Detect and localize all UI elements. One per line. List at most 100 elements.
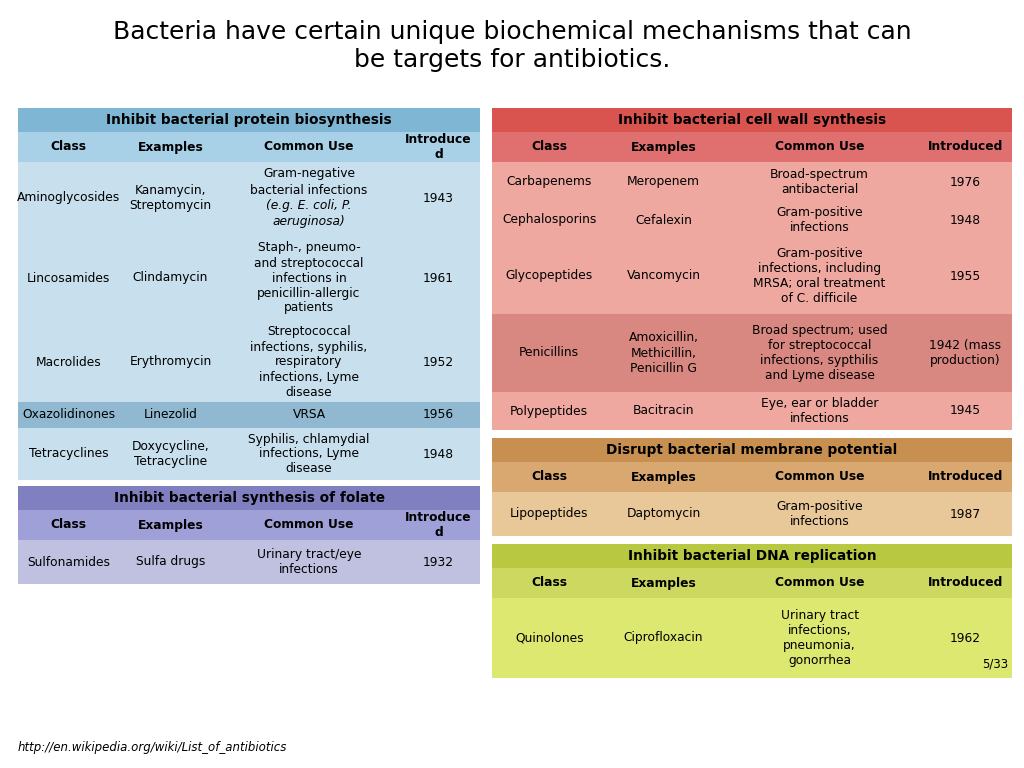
Text: Urinary tract
infections,
pneumonia,
gonorrhea: Urinary tract infections, pneumonia, gon… <box>780 609 859 667</box>
Text: bacterial infections: bacterial infections <box>251 184 368 197</box>
Text: Common Use: Common Use <box>775 471 864 484</box>
Bar <box>492 598 1012 678</box>
Bar <box>18 108 480 132</box>
Bar <box>492 438 1012 462</box>
Text: 1945: 1945 <box>949 405 981 418</box>
Text: Quinolones: Quinolones <box>515 631 584 644</box>
Text: Introduced: Introduced <box>928 577 1002 590</box>
Text: Inhibit bacterial DNA replication: Inhibit bacterial DNA replication <box>628 549 877 563</box>
Bar <box>18 540 480 584</box>
Text: Gram-negative: Gram-negative <box>263 167 355 180</box>
Bar <box>492 162 1012 202</box>
Text: Class: Class <box>51 141 87 154</box>
Text: Vancomycin: Vancomycin <box>627 270 700 283</box>
Bar <box>18 162 480 234</box>
Text: Syphilis, chlamydial
infections, Lyme
disease: Syphilis, chlamydial infections, Lyme di… <box>249 432 370 475</box>
Text: Bacitracin: Bacitracin <box>633 405 694 418</box>
Text: Eye, ear or bladder
infections: Eye, ear or bladder infections <box>761 397 879 425</box>
Text: Disrupt bacterial membrane potential: Disrupt bacterial membrane potential <box>606 443 898 457</box>
Text: Macrolides: Macrolides <box>36 356 101 369</box>
Text: Lincosamides: Lincosamides <box>27 272 111 284</box>
Text: VRSA: VRSA <box>293 409 326 422</box>
Bar <box>492 462 1012 492</box>
Text: Cephalosporins: Cephalosporins <box>502 214 596 227</box>
Text: Meropenem: Meropenem <box>627 176 700 188</box>
Text: Sulfa drugs: Sulfa drugs <box>136 555 205 568</box>
Text: Streptococcal
infections, syphilis,
respiratory
infections, Lyme
disease: Streptococcal infections, syphilis, resp… <box>251 326 368 399</box>
Text: Inhibit bacterial synthesis of folate: Inhibit bacterial synthesis of folate <box>114 491 384 505</box>
Text: 1976: 1976 <box>949 176 981 188</box>
Text: Broad spectrum; used
for streptococcal
infections, sypthilis
and Lyme disease: Broad spectrum; used for streptococcal i… <box>752 324 888 382</box>
Bar <box>492 568 1012 598</box>
Text: Class: Class <box>531 141 567 154</box>
Text: Glycopeptides: Glycopeptides <box>506 270 593 283</box>
Text: Bacteria have certain unique biochemical mechanisms that can
be targets for anti: Bacteria have certain unique biochemical… <box>113 20 911 71</box>
Text: Inhibit bacterial protein biosynthesis: Inhibit bacterial protein biosynthesis <box>106 113 392 127</box>
Text: Inhibit bacterial cell wall synthesis: Inhibit bacterial cell wall synthesis <box>617 113 886 127</box>
Text: 1952: 1952 <box>423 356 454 369</box>
Bar <box>18 428 480 480</box>
Text: Ciprofloxacin: Ciprofloxacin <box>624 631 703 644</box>
Text: 1961: 1961 <box>423 272 454 284</box>
Text: Kanamycin,
Streptomycin: Kanamycin, Streptomycin <box>129 184 212 212</box>
Bar <box>18 510 480 540</box>
Text: Introduce
d: Introduce d <box>406 133 472 161</box>
Text: 1948: 1948 <box>423 448 454 461</box>
Text: 1932: 1932 <box>423 555 454 568</box>
Text: Erythromycin: Erythromycin <box>129 356 212 369</box>
Bar <box>492 238 1012 314</box>
Text: Cefalexin: Cefalexin <box>635 214 692 227</box>
Text: Examples: Examples <box>137 141 204 154</box>
Text: 1943: 1943 <box>423 191 454 204</box>
Text: Oxazolidinones: Oxazolidinones <box>23 409 116 422</box>
Bar <box>18 132 480 162</box>
Text: Common Use: Common Use <box>775 141 864 154</box>
Bar <box>18 402 480 428</box>
Text: 5/33: 5/33 <box>982 657 1008 670</box>
Bar <box>492 492 1012 536</box>
Text: Carbapenems: Carbapenems <box>507 176 592 188</box>
Text: Examples: Examples <box>137 518 204 531</box>
Bar <box>492 314 1012 392</box>
Text: Common Use: Common Use <box>264 141 354 154</box>
Text: Examples: Examples <box>631 471 696 484</box>
Text: 1955: 1955 <box>949 270 981 283</box>
Text: Linezolid: Linezolid <box>143 409 198 422</box>
Text: Gram-positive
infections: Gram-positive infections <box>776 500 863 528</box>
Text: Staph-, pneumo-
and streptococcal
infections in
penicillin-allergic
patients: Staph-, pneumo- and streptococcal infect… <box>254 241 364 315</box>
Text: http://en.wikipedia.org/wiki/List_of_antibiotics: http://en.wikipedia.org/wiki/List_of_ant… <box>18 741 288 754</box>
Text: Class: Class <box>531 471 567 484</box>
Text: Amoxicillin,
Methicillin,
Penicillin G: Amoxicillin, Methicillin, Penicillin G <box>629 332 698 375</box>
Text: 1942 (mass
production): 1942 (mass production) <box>929 339 1001 367</box>
Text: Class: Class <box>531 577 567 590</box>
Text: Class: Class <box>51 518 87 531</box>
Text: Polypeptides: Polypeptides <box>510 405 588 418</box>
Text: Urinary tract/eye
infections: Urinary tract/eye infections <box>257 548 361 576</box>
Text: Introduce
d: Introduce d <box>406 511 472 539</box>
Text: Aminoglycosides: Aminoglycosides <box>17 191 121 204</box>
Text: Common Use: Common Use <box>264 518 354 531</box>
Text: Daptomycin: Daptomycin <box>627 508 700 521</box>
Text: aeruginosa): aeruginosa) <box>272 216 345 229</box>
Text: Broad-spectrum
antibacterial: Broad-spectrum antibacterial <box>770 168 869 196</box>
Bar <box>18 322 480 402</box>
Bar <box>492 392 1012 430</box>
Bar <box>492 132 1012 162</box>
Text: Common Use: Common Use <box>775 577 864 590</box>
Text: Doxycycline,
Tetracycline: Doxycycline, Tetracycline <box>132 440 209 468</box>
Text: Introduced: Introduced <box>928 141 1002 154</box>
Bar <box>18 486 480 510</box>
Text: 1956: 1956 <box>423 409 454 422</box>
Text: Gram-positive
infections: Gram-positive infections <box>776 206 863 234</box>
Text: Examples: Examples <box>631 141 696 154</box>
Text: Lipopeptides: Lipopeptides <box>510 508 589 521</box>
Text: Penicillins: Penicillins <box>519 346 580 359</box>
Text: Examples: Examples <box>631 577 696 590</box>
Bar <box>18 234 480 322</box>
Bar <box>492 544 1012 568</box>
Text: Tetracyclines: Tetracyclines <box>29 448 109 461</box>
Text: Gram-positive
infections, including
MRSA; oral treatment
of C. difficile: Gram-positive infections, including MRSA… <box>754 247 886 305</box>
Bar <box>492 202 1012 238</box>
Text: (e.g. E. coli, P.: (e.g. E. coli, P. <box>266 200 352 213</box>
Text: Clindamycin: Clindamycin <box>133 272 208 284</box>
